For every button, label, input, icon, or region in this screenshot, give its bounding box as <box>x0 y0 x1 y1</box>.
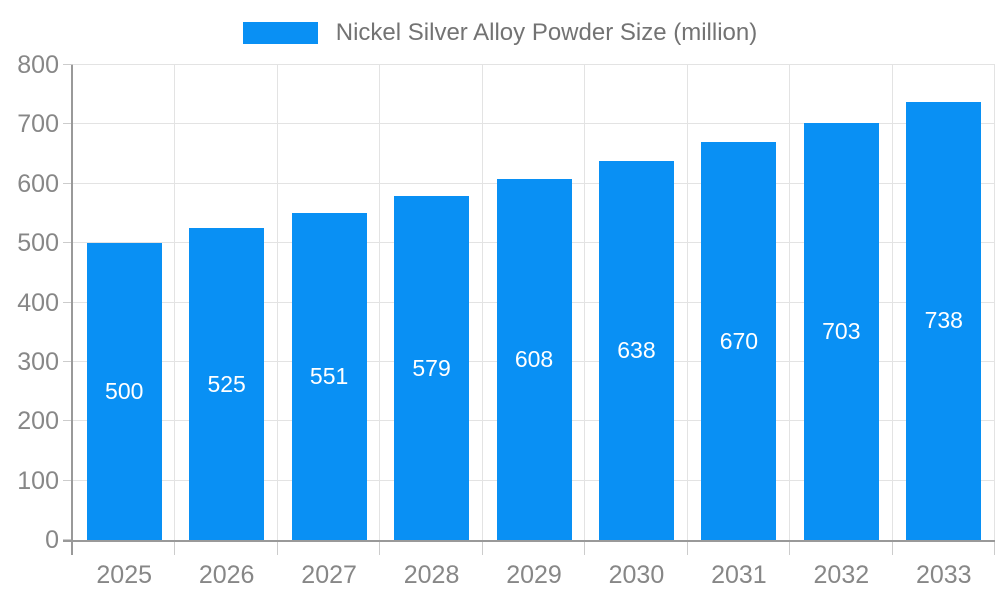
y-axis-label: 0 <box>45 526 59 554</box>
y-axis-label: 500 <box>17 229 59 258</box>
bar: 608 <box>496 179 572 540</box>
y-axis-label: 700 <box>17 110 59 139</box>
x-axis-label: 2028 <box>403 561 460 589</box>
y-axis-label: 300 <box>17 347 59 376</box>
bar: 579 <box>394 196 470 540</box>
x-gridline <box>891 65 893 540</box>
bar-value-label: 500 <box>105 378 144 405</box>
x-gridline <box>994 65 995 540</box>
legend-swatch <box>242 22 318 44</box>
y-axis-label: 800 <box>17 51 59 79</box>
x-gridline <box>789 65 791 540</box>
x-gridline <box>481 65 483 540</box>
bar-value-label: 579 <box>412 354 451 381</box>
x-gridline <box>276 65 278 540</box>
x-gridline <box>686 65 688 540</box>
x-axis-label: 2025 <box>96 561 153 589</box>
legend[interactable]: Nickel Silver Alloy Powder Size (million… <box>0 15 1000 51</box>
bar: 525 <box>189 228 265 540</box>
bar: 638 <box>598 161 674 540</box>
y-axis-label: 600 <box>17 169 59 198</box>
bar-value-label: 638 <box>617 337 656 364</box>
bar-value-label: 703 <box>822 317 861 344</box>
x-axis-line <box>63 540 995 542</box>
x-axis-tick <box>276 540 278 555</box>
y-axis-label: 400 <box>17 288 59 317</box>
y-gridline <box>73 123 995 125</box>
x-axis-label: 2029 <box>506 561 562 589</box>
y-axis-line <box>71 65 73 555</box>
x-axis-label: 2027 <box>301 561 357 589</box>
x-gridline <box>584 65 586 540</box>
y-axis-tick <box>63 479 73 481</box>
x-axis-label: 2033 <box>915 561 972 589</box>
bar: 551 <box>291 212 367 540</box>
y-axis-tick <box>63 64 73 65</box>
x-axis-tick <box>994 540 995 555</box>
bar-value-label: 738 <box>924 307 963 334</box>
y-axis-label: 100 <box>17 466 59 495</box>
x-axis-label: 2026 <box>198 561 255 589</box>
y-axis-tick <box>63 539 73 540</box>
y-axis-tick <box>63 182 73 184</box>
y-gridline <box>73 64 995 65</box>
x-axis-label: 2030 <box>608 561 665 589</box>
x-axis-label: 2032 <box>813 561 870 589</box>
x-axis-tick <box>174 540 176 555</box>
x-axis-tick <box>584 540 586 555</box>
x-axis-tick <box>481 540 483 555</box>
bar: 500 <box>86 243 162 540</box>
bar-value-label: 670 <box>719 327 759 354</box>
x-gridline <box>379 65 381 540</box>
bar-value-label: 608 <box>514 346 554 372</box>
y-axis-tick <box>63 242 73 244</box>
y-axis-tick <box>63 360 73 362</box>
bar-value-label: 525 <box>207 370 246 397</box>
x-axis-tick <box>891 540 893 555</box>
x-gridline <box>174 65 176 540</box>
bar: 670 <box>701 142 777 540</box>
x-axis-tick <box>686 540 688 555</box>
y-axis-label: 200 <box>17 407 59 436</box>
bar: 738 <box>906 101 982 540</box>
bar-value-label: 551 <box>309 362 349 389</box>
x-axis-label: 2031 <box>711 561 767 589</box>
bar: 703 <box>803 122 879 540</box>
x-axis-tick <box>789 540 791 555</box>
y-axis-tick <box>63 123 73 125</box>
y-axis-tick <box>63 420 73 422</box>
legend-label: Nickel Silver Alloy Powder Size (million… <box>335 19 758 46</box>
x-axis-tick <box>379 540 381 555</box>
y-axis-tick <box>63 301 73 303</box>
